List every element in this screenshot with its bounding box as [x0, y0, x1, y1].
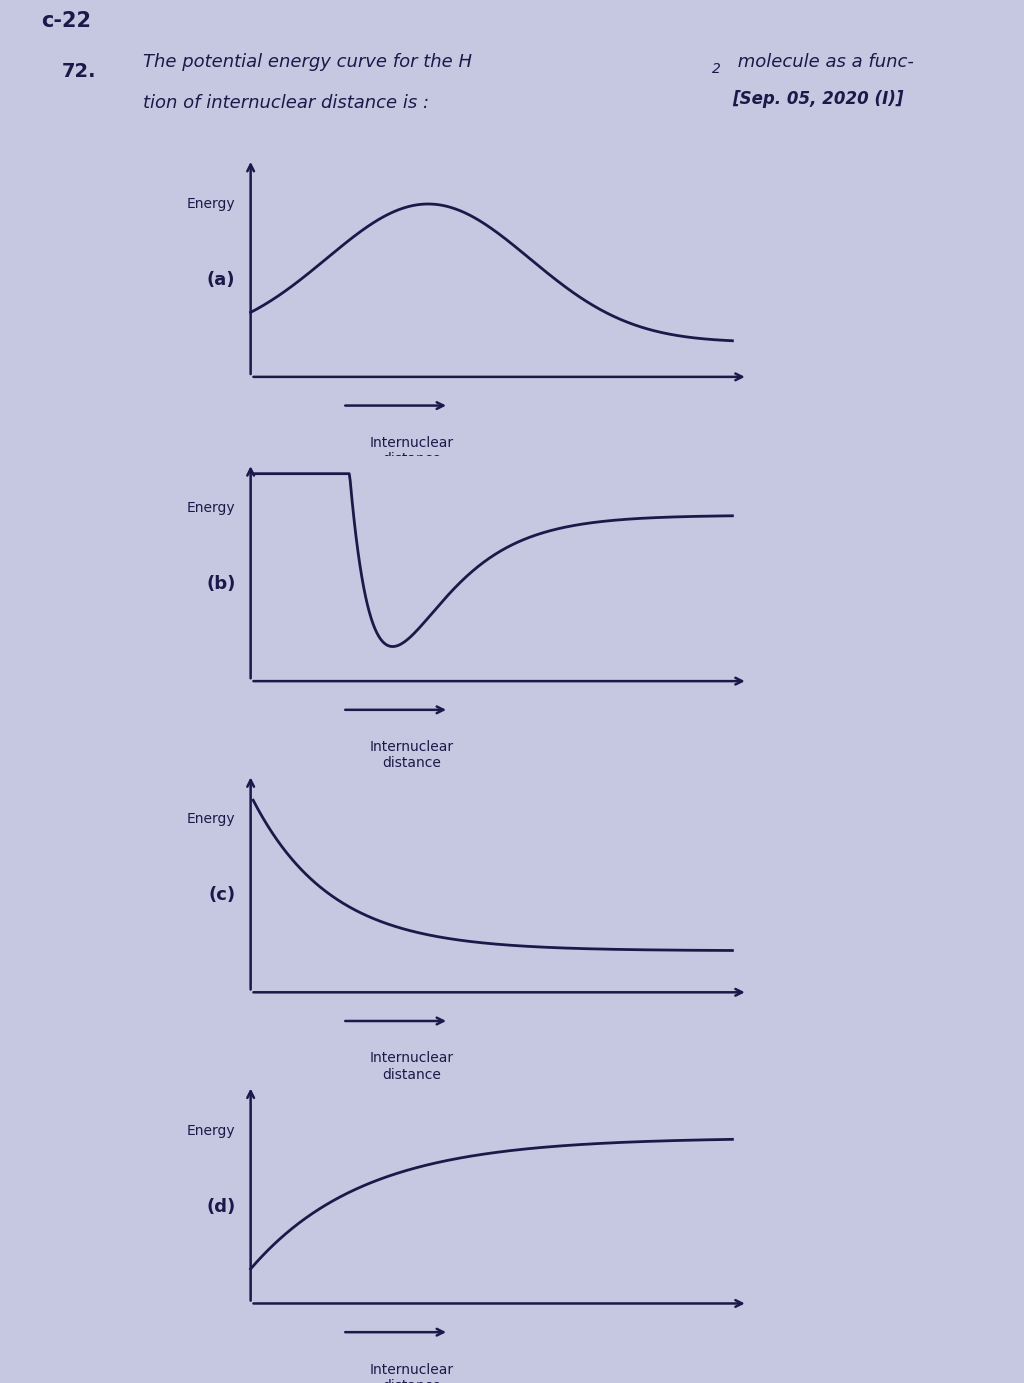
Text: (d): (d)	[206, 1198, 236, 1216]
Text: 2: 2	[712, 62, 721, 76]
Text: Internuclear
distance: Internuclear distance	[370, 436, 454, 466]
Text: Internuclear
distance: Internuclear distance	[370, 740, 454, 770]
Text: tion of internuclear distance is :: tion of internuclear distance is :	[143, 94, 429, 112]
Text: [Sep. 05, 2020 (I)]: [Sep. 05, 2020 (I)]	[732, 90, 903, 108]
Text: c-22: c-22	[41, 11, 91, 30]
Text: Energy: Energy	[186, 812, 236, 827]
Text: molecule as a func-: molecule as a func-	[732, 53, 914, 71]
Text: 72.: 72.	[61, 62, 96, 82]
Text: Energy: Energy	[186, 196, 236, 212]
Text: The potential energy curve for the H: The potential energy curve for the H	[143, 53, 472, 71]
Text: Internuclear
distance: Internuclear distance	[370, 1362, 454, 1383]
Text: (c): (c)	[208, 887, 236, 904]
Text: (a): (a)	[207, 271, 236, 289]
Text: (b): (b)	[206, 575, 236, 593]
Text: Internuclear
distance: Internuclear distance	[370, 1051, 454, 1082]
Text: Energy: Energy	[186, 501, 236, 516]
Text: Energy: Energy	[186, 1123, 236, 1138]
